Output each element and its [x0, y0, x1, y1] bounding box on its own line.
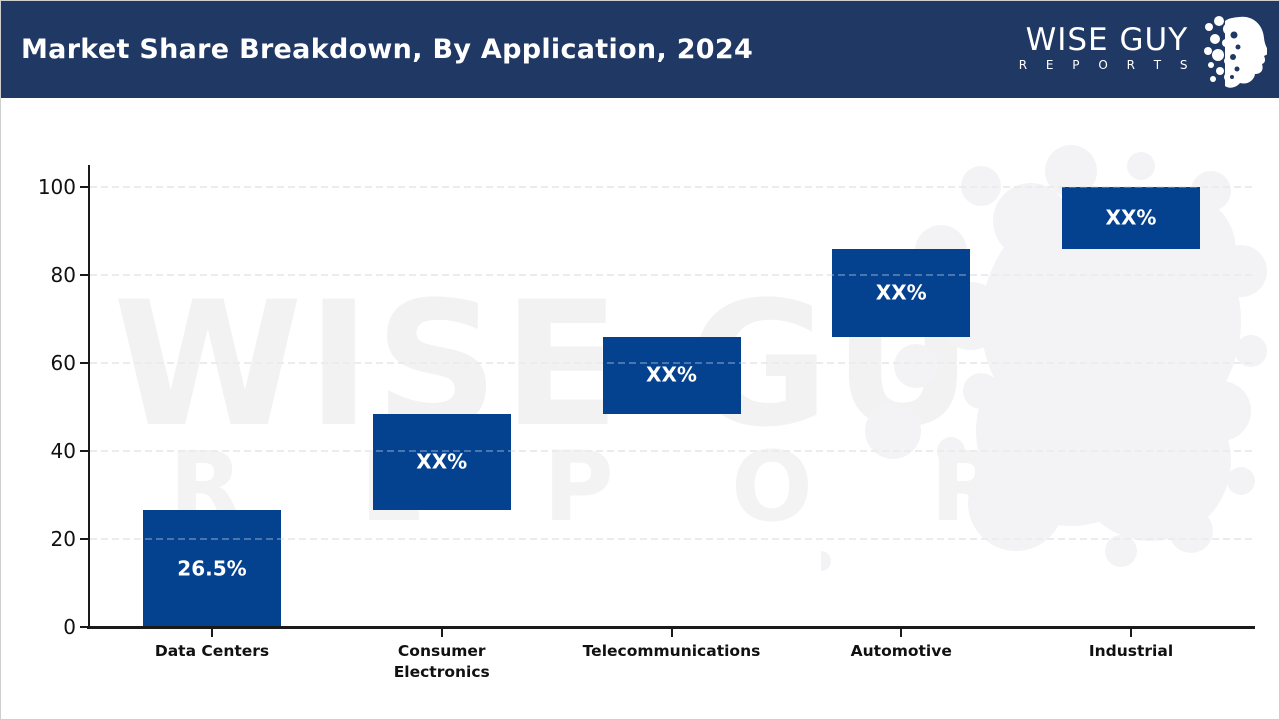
y-axis-tick-label: 40: [50, 439, 76, 463]
gridline-overlay: [90, 362, 1254, 364]
gridline-overlay: [90, 186, 1254, 188]
y-axis-tick-label: 0: [63, 615, 76, 639]
bar-consumer-electronics: XX%: [372, 413, 511, 511]
x-axis-tick: [670, 629, 673, 637]
gridline: [90, 538, 1254, 540]
gridline: [90, 274, 1254, 276]
y-axis-tick: [80, 626, 88, 628]
x-axis-category-label: Telecommunications: [582, 642, 761, 660]
brand-logo: WISE GUY R E P O R T S: [1012, 11, 1267, 91]
bar-value-label: XX%: [875, 280, 927, 305]
brand-subtitle: R E P O R T S: [1018, 58, 1195, 72]
x-axis-category-label: Automotive: [850, 642, 952, 660]
bar-value-label: XX%: [1105, 205, 1157, 230]
y-axis-tick: [80, 362, 88, 364]
gridline-overlay: [90, 450, 1254, 452]
header-bar: Market Share Breakdown, By Application, …: [1, 1, 1279, 98]
bar-value-label: XX%: [646, 362, 697, 387]
bar-value-label: XX%: [416, 449, 468, 474]
x-axis-category-label: Consumer Electronics: [393, 642, 490, 681]
x-axis-category-label: Industrial: [1088, 642, 1174, 660]
y-axis-tick-label: 100: [37, 175, 76, 199]
page-title: Market Share Breakdown, By Application, …: [21, 34, 754, 65]
y-axis-tick-label: 60: [50, 351, 76, 375]
gridline: [90, 186, 1254, 188]
y-axis-tick: [80, 538, 88, 540]
bar-industrial: XX%: [1062, 187, 1200, 249]
x-axis-tick: [440, 629, 443, 637]
x-axis-category-label: Data Centers: [154, 642, 270, 660]
bar-data-centers: 26.5%: [143, 510, 281, 627]
x-axis-tick: [1130, 629, 1132, 637]
gridline-overlay: [90, 538, 1254, 540]
x-axis-line: [87, 626, 1255, 629]
gridline: [90, 450, 1254, 452]
brand-name: WISE GUY: [1025, 22, 1189, 58]
x-axis-tick: [900, 629, 903, 637]
y-axis-tick-label: 20: [50, 527, 76, 551]
brand-head-icon: [1204, 16, 1267, 88]
brand-logo-text: WISE GUY R E P O R T S: [1019, 23, 1195, 72]
bar-automotive: XX%: [832, 248, 971, 337]
y-axis-tick: [80, 186, 88, 188]
bar-value-label: 26.5%: [177, 556, 247, 581]
watermark-head-logo: [821, 145, 1267, 571]
y-axis-tick: [80, 450, 88, 452]
x-axis-tick: [211, 629, 213, 637]
y-axis-tick-label: 80: [50, 263, 76, 287]
bar-telecommunications: XX%: [602, 336, 741, 414]
gridline-overlay: [90, 274, 1254, 276]
y-axis-tick: [80, 274, 88, 276]
y-axis-line: [88, 165, 90, 629]
